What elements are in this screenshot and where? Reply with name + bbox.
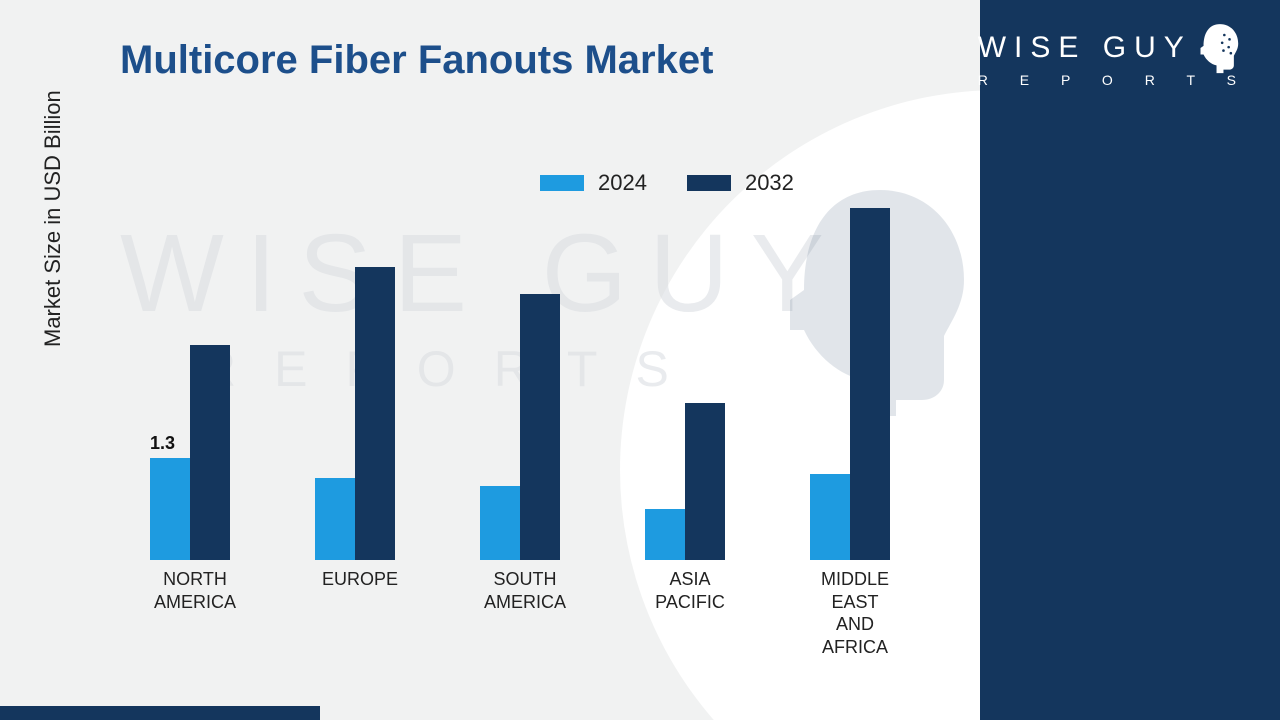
bar — [190, 345, 230, 560]
bar — [850, 208, 890, 560]
legend-swatch-2024 — [540, 175, 584, 191]
legend-swatch-2032 — [687, 175, 731, 191]
bar — [150, 458, 190, 560]
x-axis-category-label: ASIAPACIFIC — [625, 568, 755, 613]
infographic-stage: WISE GUY REPORTS Multicore Fiber Fanouts… — [0, 0, 1280, 720]
brand-logo: WISE GUY R E P O R T S — [978, 22, 1250, 88]
bar — [645, 509, 685, 560]
legend-item-2024: 2024 — [540, 170, 647, 196]
logo-text-line2: R E P O R T S — [978, 72, 1250, 88]
x-axis-category-label: EUROPE — [295, 568, 425, 591]
bar — [315, 478, 355, 560]
logo-text-line1: WISE GUY — [978, 31, 1192, 65]
bottom-accent-bar — [0, 706, 320, 720]
legend-label-2032: 2032 — [745, 170, 794, 196]
bar — [685, 403, 725, 560]
legend-label-2024: 2024 — [598, 170, 647, 196]
bar — [520, 294, 560, 560]
x-axis-category-label: SOUTHAMERICA — [460, 568, 590, 613]
bar — [355, 267, 395, 560]
x-axis-category-label: MIDDLEEASTANDAFRICA — [790, 568, 920, 658]
right-panel — [980, 0, 1280, 720]
x-axis-category-label: NORTHAMERICA — [130, 568, 260, 613]
bar — [810, 474, 850, 560]
logo-head-icon — [1198, 22, 1242, 74]
chart-legend: 2024 2032 — [540, 170, 794, 196]
chart-title: Multicore Fiber Fanouts Market — [120, 38, 713, 83]
legend-item-2032: 2032 — [687, 170, 794, 196]
bar-value-label: 1.3 — [150, 433, 175, 454]
y-axis-label: Market Size in USD Billion — [40, 90, 66, 347]
chart-plot-area: 1.3 — [110, 200, 930, 560]
bar — [480, 486, 520, 560]
